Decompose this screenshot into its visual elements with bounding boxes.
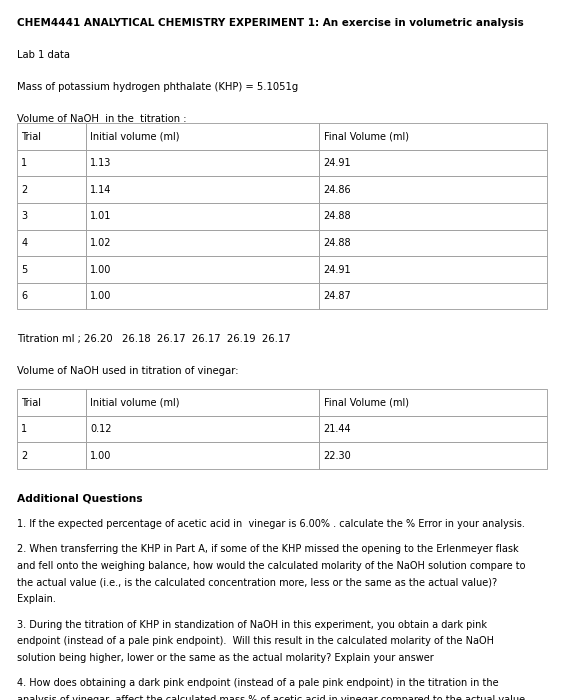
- Text: endpoint (instead of a pale pink endpoint).  Will this result in the calculated : endpoint (instead of a pale pink endpoin…: [17, 636, 494, 646]
- Text: 3: 3: [21, 211, 28, 221]
- Bar: [319, 150, 547, 176]
- Bar: [17, 150, 86, 176]
- Text: Initial volume (ml): Initial volume (ml): [90, 132, 180, 141]
- Text: 1.14: 1.14: [90, 185, 112, 195]
- Text: 1: 1: [21, 158, 28, 168]
- Text: Trial: Trial: [21, 132, 41, 141]
- Text: the actual value (i.e., is the calculated concentration more, less or the same a: the actual value (i.e., is the calculate…: [17, 578, 497, 587]
- Text: Additional Questions: Additional Questions: [17, 494, 143, 503]
- Bar: [17, 203, 86, 230]
- Text: 24.87: 24.87: [324, 291, 351, 301]
- Bar: [17, 230, 86, 256]
- Bar: [17, 176, 86, 203]
- Bar: [17, 283, 86, 309]
- Text: 4. How does obtaining a dark pink endpoint (instead of a pale pink endpoint) in : 4. How does obtaining a dark pink endpoi…: [17, 678, 499, 688]
- Bar: [17, 416, 86, 442]
- Text: 24.88: 24.88: [324, 211, 351, 221]
- Text: 1.00: 1.00: [90, 451, 112, 461]
- Bar: [86, 283, 319, 309]
- Text: 24.86: 24.86: [324, 185, 351, 195]
- Text: 4: 4: [21, 238, 28, 248]
- Bar: [86, 230, 319, 256]
- Bar: [319, 176, 547, 203]
- Text: 0.12: 0.12: [90, 424, 112, 434]
- Text: and fell onto the weighing balance, how would the calculated molarity of the NaO: and fell onto the weighing balance, how …: [17, 561, 526, 570]
- Bar: [86, 176, 319, 203]
- Bar: [86, 203, 319, 230]
- Text: Lab 1 data: Lab 1 data: [17, 50, 70, 60]
- Bar: [17, 256, 86, 283]
- Bar: [17, 442, 86, 469]
- Bar: [86, 256, 319, 283]
- Text: 24.91: 24.91: [324, 158, 351, 168]
- Text: 1: 1: [21, 424, 28, 434]
- Text: 24.88: 24.88: [324, 238, 351, 248]
- Text: 1.00: 1.00: [90, 265, 112, 274]
- Bar: [319, 203, 547, 230]
- Bar: [319, 123, 547, 150]
- Bar: [86, 389, 319, 416]
- Text: 1.00: 1.00: [90, 291, 112, 301]
- Text: 22.30: 22.30: [324, 451, 351, 461]
- Text: Final Volume (ml): Final Volume (ml): [324, 398, 409, 407]
- Text: 1.13: 1.13: [90, 158, 112, 168]
- Text: 2. When transferring the KHP in Part A, if some of the KHP missed the opening to: 2. When transferring the KHP in Part A, …: [17, 544, 518, 554]
- Text: Mass of potassium hydrogen phthalate (KHP) = 5.1051g: Mass of potassium hydrogen phthalate (KH…: [17, 82, 298, 92]
- Text: 24.91: 24.91: [324, 265, 351, 274]
- Bar: [319, 416, 547, 442]
- Text: 6: 6: [21, 291, 28, 301]
- Bar: [17, 389, 86, 416]
- Bar: [319, 256, 547, 283]
- Text: 1. If the expected percentage of acetic acid in  vinegar is 6.00% . calculate th: 1. If the expected percentage of acetic …: [17, 519, 525, 528]
- Text: analysis of vinegar  affect the calculated mass % of acetic acid in vinegar comp: analysis of vinegar affect the calculate…: [17, 695, 525, 700]
- Bar: [86, 442, 319, 469]
- Bar: [319, 230, 547, 256]
- Text: Volume of NaOH used in titration of vinegar:: Volume of NaOH used in titration of vine…: [17, 366, 239, 376]
- Bar: [86, 416, 319, 442]
- Bar: [17, 123, 86, 150]
- Bar: [86, 150, 319, 176]
- Text: 5: 5: [21, 265, 28, 274]
- Bar: [319, 283, 547, 309]
- Text: Volume of NaOH  in the  titration :: Volume of NaOH in the titration :: [17, 114, 187, 124]
- Text: 21.44: 21.44: [324, 424, 351, 434]
- Text: 3. During the titration of KHP in standization of NaOH in this experiment, you o: 3. During the titration of KHP in standi…: [17, 620, 487, 629]
- Bar: [319, 442, 547, 469]
- Text: Trial: Trial: [21, 398, 41, 407]
- Text: Final Volume (ml): Final Volume (ml): [324, 132, 409, 141]
- Text: 1.01: 1.01: [90, 211, 112, 221]
- Text: solution being higher, lower or the same as the actual molarity? Explain your an: solution being higher, lower or the same…: [17, 653, 434, 663]
- Bar: [86, 123, 319, 150]
- Text: CHEM4441 ANALYTICAL CHEMISTRY EXPERIMENT 1: An exercise in volumetric analysis: CHEM4441 ANALYTICAL CHEMISTRY EXPERIMENT…: [17, 18, 523, 27]
- Text: 2: 2: [21, 451, 28, 461]
- Text: 2: 2: [21, 185, 28, 195]
- Text: Initial volume (ml): Initial volume (ml): [90, 398, 180, 407]
- Text: Titration ml ; 26.20   26.18  26.17  26.17  26.19  26.17: Titration ml ; 26.20 26.18 26.17 26.17 2…: [17, 334, 290, 344]
- Bar: [319, 389, 547, 416]
- Text: 1.02: 1.02: [90, 238, 112, 248]
- Text: Explain.: Explain.: [17, 594, 56, 604]
